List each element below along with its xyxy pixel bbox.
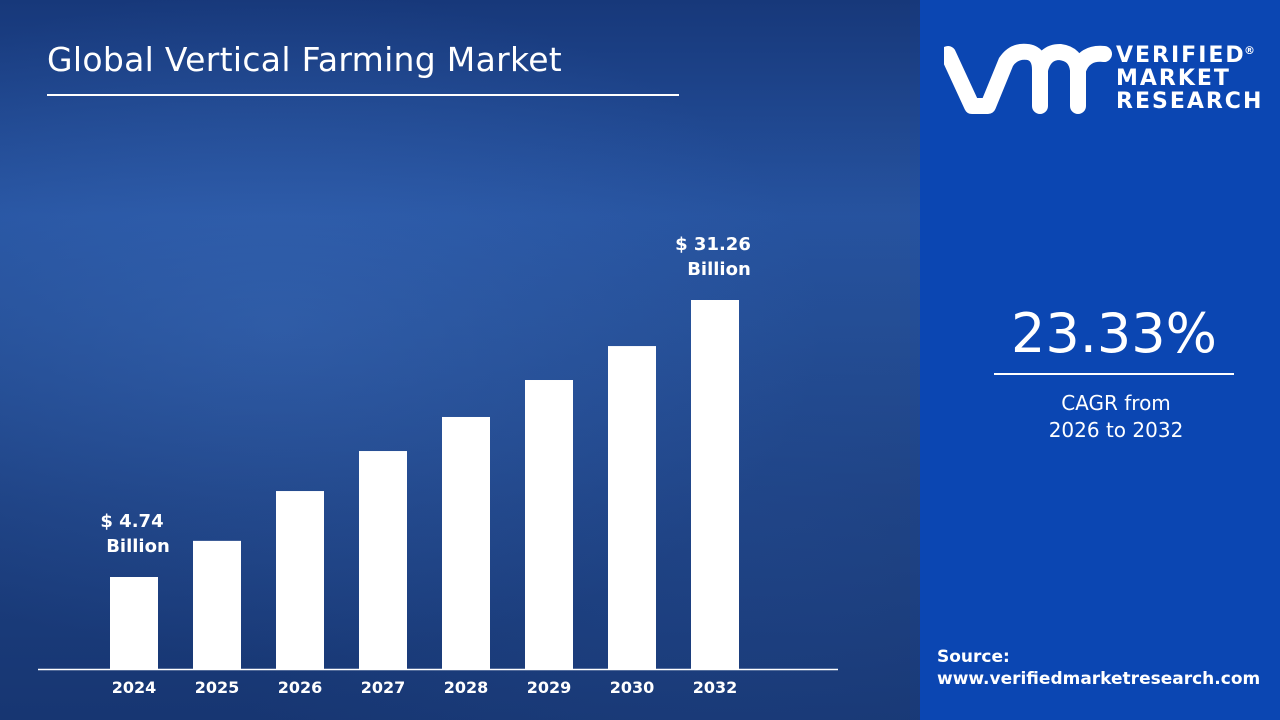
side-panel (920, 0, 1280, 720)
cagr-label-line1: CAGR from (1061, 391, 1171, 415)
logo-line-1: VERIFIED (1116, 43, 1246, 68)
verified-market-research-logo: VERIFIED MARKET RESEARCH ® (944, 43, 1263, 114)
bar-2032 (691, 300, 739, 669)
title-underline (47, 94, 679, 96)
x-tick-label: 2024 (112, 678, 157, 697)
bar-chart: 2024 $ 4.74 Billion 2025 2026 2027 2028 2029 203… (0, 0, 920, 720)
source-url[interactable]: www.verifiedmarketresearch.com (937, 669, 1261, 689)
x-tick-label: 2030 (610, 678, 655, 697)
source: Source: www.verifiedmarketresearch.com (937, 646, 1260, 690)
data-label: Billion (106, 536, 170, 557)
bar-2030 (608, 346, 656, 669)
x-tick-label: 2029 (527, 678, 572, 697)
bar-2024 (110, 577, 158, 669)
x-tick-label: 2028 (444, 678, 489, 697)
cagr-label: CAGR from 2026 to 2032 (994, 390, 1238, 444)
cagr-value: 23.33% (1011, 302, 1217, 365)
data-label: $ 31.26 (675, 234, 751, 255)
chart-title: Global Vertical Farming Market (47, 40, 563, 79)
x-tick-label: 2027 (361, 678, 406, 697)
cagr-label-line2: 2026 to 2032 (1048, 418, 1184, 442)
x-tick-label: 2025 (195, 678, 240, 697)
cagr-divider (994, 373, 1234, 375)
data-label: $ 4.74 (100, 511, 163, 532)
source-label: Source: (937, 647, 1010, 667)
data-label: Billion (687, 259, 751, 280)
bar-2025 (193, 540, 241, 669)
registered-mark: ® (1244, 44, 1255, 57)
logo-line-2: MARKET (1116, 66, 1231, 91)
bar-2028 (442, 416, 490, 669)
vmr-mark-icon (944, 43, 1112, 114)
bar-2026 (276, 491, 324, 669)
logo-line-3: RESEARCH (1116, 89, 1263, 114)
x-tick-label: 2026 (278, 678, 323, 697)
bar-2029 (525, 380, 573, 669)
x-tick-label: 2032 (693, 678, 738, 697)
bar-2027 (359, 451, 407, 669)
